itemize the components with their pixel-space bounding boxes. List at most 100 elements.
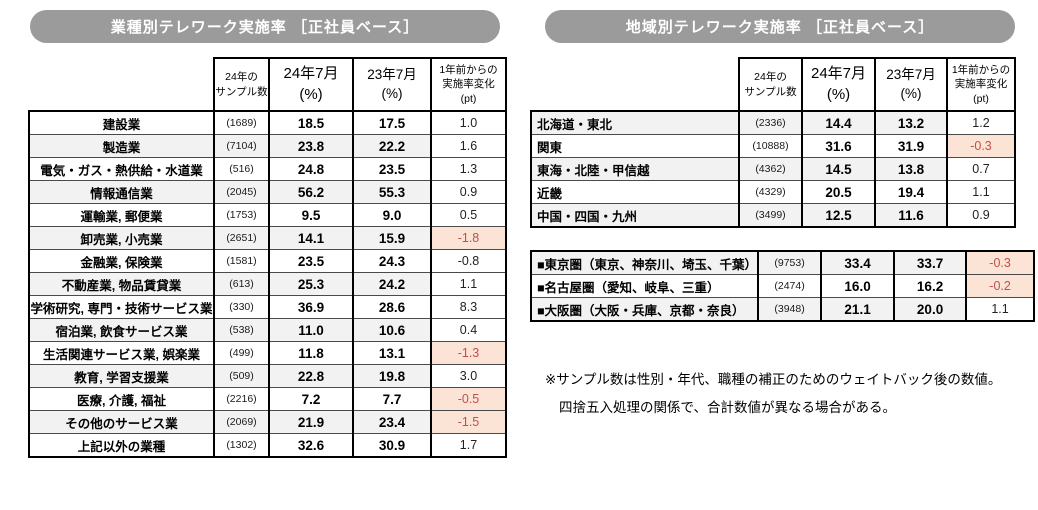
table-row: 教育, 学習支援業 (509) 22.8 19.8 3.0 bbox=[28, 364, 507, 388]
rate-2024-cell: 23.5 bbox=[268, 249, 354, 273]
rate-2024-cell: 21.9 bbox=[268, 410, 354, 434]
sample-count-cell: (2336) bbox=[738, 110, 803, 135]
rate-2023-cell: 23.4 bbox=[352, 410, 432, 434]
rate-2023-cell: 16.2 bbox=[893, 274, 968, 298]
rate-2023-cell: 17.5 bbox=[352, 110, 432, 135]
metro-area-label-cell: ■名古屋圏（愛知、岐阜、三重） bbox=[529, 274, 760, 298]
rate-2023-cell: 31.9 bbox=[874, 134, 948, 158]
table-row: 金融業, 保険業 (1581) 23.5 24.3 -0.8 bbox=[28, 249, 507, 273]
sample-count-cell: (516) bbox=[213, 157, 270, 181]
footnote: ※サンプル数は性別・年代、職種の補正のためのウェイトバック後の数値。 四捨五入処… bbox=[545, 366, 1001, 422]
industry-label-cell: 運輸業, 郵便業 bbox=[28, 203, 215, 227]
change-cell: 0.9 bbox=[946, 203, 1016, 228]
industry-table-title-banner: 業種別テレワーク実施率 ［正社員ベース］ bbox=[30, 10, 500, 43]
blank-corner-cell bbox=[531, 58, 739, 111]
sample-count-cell: (3948) bbox=[757, 297, 823, 322]
sample-count-cell: (2216) bbox=[213, 387, 270, 411]
sample-count-cell: (538) bbox=[213, 318, 270, 342]
table-row: 学術研究, 専門・技術サービス業 (330) 36.9 28.6 8.3 bbox=[28, 295, 507, 319]
rate-2024-cell: 21.1 bbox=[820, 297, 896, 322]
industry-label-cell: 教育, 学習支援業 bbox=[28, 364, 215, 388]
rate-2023-cell: 33.7 bbox=[893, 250, 968, 275]
rate-2023-cell: 10.6 bbox=[352, 318, 432, 342]
sample-count-cell: (1753) bbox=[213, 203, 270, 227]
rate-2024-cell: 25.3 bbox=[268, 272, 354, 296]
table-row: 近畿 (4329) 20.5 19.4 1.1 bbox=[530, 180, 1016, 204]
table-row: 情報通信業 (2045) 56.2 55.3 0.9 bbox=[28, 180, 507, 204]
region-label-cell: 北海道・東北 bbox=[530, 110, 740, 135]
industry-label-cell: 電気・ガス・熱供給・水道業 bbox=[28, 157, 215, 181]
rate-2023-cell: 22.2 bbox=[352, 134, 432, 158]
sample-count-cell: (9753) bbox=[757, 250, 823, 275]
yoy-change-header: 1年前からの 実施率変化 (pt) bbox=[946, 57, 1016, 112]
change-cell: 1.7 bbox=[430, 433, 507, 458]
table-row: 医療, 介護, 福祉 (2216) 7.2 7.7 -0.5 bbox=[28, 387, 507, 411]
rate-2023-cell: 11.6 bbox=[874, 203, 948, 228]
table-row: 上記以外の業種 (1302) 32.6 30.9 1.7 bbox=[28, 433, 507, 458]
rate-2024-cell: 9.5 bbox=[268, 203, 354, 227]
table-row: 東海・北陸・甲信越 (4362) 14.5 13.8 0.7 bbox=[530, 157, 1016, 181]
rate-2024-cell: 16.0 bbox=[820, 274, 896, 298]
sample-count-cell: (2069) bbox=[213, 410, 270, 434]
sample-count-cell: (7104) bbox=[213, 134, 270, 158]
rate-2024-cell: 20.5 bbox=[801, 180, 876, 204]
industry-label-cell: 宿泊業, 飲食サービス業 bbox=[28, 318, 215, 342]
sample-count-cell: (330) bbox=[213, 295, 270, 319]
rate-2023-cell: 15.9 bbox=[352, 226, 432, 250]
table-row: 北海道・東北 (2336) 14.4 13.2 1.2 bbox=[530, 110, 1016, 135]
industry-label-cell: その他のサービス業 bbox=[28, 410, 215, 434]
change-cell: 1.1 bbox=[965, 297, 1036, 322]
rate-2023-cell: 13.2 bbox=[874, 110, 948, 135]
table-row: ■大阪圏（大阪・兵庫、京都・奈良） (3948) 21.1 20.0 1.1 bbox=[529, 297, 1036, 322]
sample-count-cell: (2651) bbox=[213, 226, 270, 250]
region-telework-table: 24年の サンプル数 24年7月 (%) 23年7月 (%) 1年前からの 実施… bbox=[530, 57, 1016, 228]
industry-label-cell: 情報通信業 bbox=[28, 180, 215, 204]
industry-label-cell: 金融業, 保険業 bbox=[28, 249, 215, 273]
sample-count-cell: (1689) bbox=[213, 110, 270, 135]
table-row: その他のサービス業 (2069) 21.9 23.4 -1.5 bbox=[28, 410, 507, 434]
change-cell: 1.2 bbox=[946, 110, 1016, 135]
table-row: 製造業 (7104) 23.8 22.2 1.6 bbox=[28, 134, 507, 158]
change-cell: 0.7 bbox=[946, 157, 1016, 181]
region-label-cell: 中国・四国・九州 bbox=[530, 203, 740, 228]
change-cell: 0.9 bbox=[430, 180, 507, 204]
rate-2023-cell: 24.2 bbox=[352, 272, 432, 296]
rate-2023-cell: 20.0 bbox=[893, 297, 968, 322]
rate-2024-cell: 23.8 bbox=[268, 134, 354, 158]
table-row: 不動産業, 物品賃貸業 (613) 25.3 24.2 1.1 bbox=[28, 272, 507, 296]
industry-label-cell: 不動産業, 物品賃貸業 bbox=[28, 272, 215, 296]
sample-count-cell: (499) bbox=[213, 341, 270, 365]
change-cell: 8.3 bbox=[430, 295, 507, 319]
region-table-body: 北海道・東北 (2336) 14.4 13.2 1.2 関東 (10888) 31.6 31.9… bbox=[530, 110, 1016, 228]
industry-label-cell: 卸売業, 小売業 bbox=[28, 226, 215, 250]
change-cell: -1.5 bbox=[430, 410, 507, 434]
industry-table-body: 建設業 (1689) 18.5 17.5 1.0 製造業 (7104) 23.8 22.2 1.6… bbox=[28, 110, 507, 458]
footnote-line-2: 四捨五入処理の関係で、合計数値が異なる場合がある。 bbox=[559, 400, 896, 415]
table-row: 運輸業, 郵便業 (1753) 9.5 9.0 0.5 bbox=[28, 203, 507, 227]
sample-count-cell: (2045) bbox=[213, 180, 270, 204]
rate-2024-cell: 32.6 bbox=[268, 433, 354, 458]
change-cell: -1.8 bbox=[430, 226, 507, 250]
industry-label-cell: 医療, 介護, 福祉 bbox=[28, 387, 215, 411]
rate-2023-cell: 9.0 bbox=[352, 203, 432, 227]
sample-count-cell: (1302) bbox=[213, 433, 270, 458]
change-cell: 3.0 bbox=[430, 364, 507, 388]
rate-2024-cell: 24.8 bbox=[268, 157, 354, 181]
sample-count-header: 24年の サンプル数 bbox=[738, 57, 803, 112]
rate-2024-cell: 14.5 bbox=[801, 157, 876, 181]
sample-count-cell: (10888) bbox=[738, 134, 803, 158]
sample-count-cell: (613) bbox=[213, 272, 270, 296]
change-cell: -0.3 bbox=[946, 134, 1016, 158]
sample-count-cell: (4362) bbox=[738, 157, 803, 181]
region-label-cell: 近畿 bbox=[530, 180, 740, 204]
industry-label-cell: 製造業 bbox=[28, 134, 215, 158]
industry-label-cell: 生活関連サービス業, 娯楽業 bbox=[28, 341, 215, 365]
rate-2023-cell: 19.8 bbox=[352, 364, 432, 388]
change-cell: 1.3 bbox=[430, 157, 507, 181]
sample-count-cell: (3499) bbox=[738, 203, 803, 228]
rate-2024-cell: 36.9 bbox=[268, 295, 354, 319]
rate-2024-cell: 56.2 bbox=[268, 180, 354, 204]
change-cell: 1.0 bbox=[430, 110, 507, 135]
change-cell: 1.6 bbox=[430, 134, 507, 158]
rate-2024-cell: 7.2 bbox=[268, 387, 354, 411]
